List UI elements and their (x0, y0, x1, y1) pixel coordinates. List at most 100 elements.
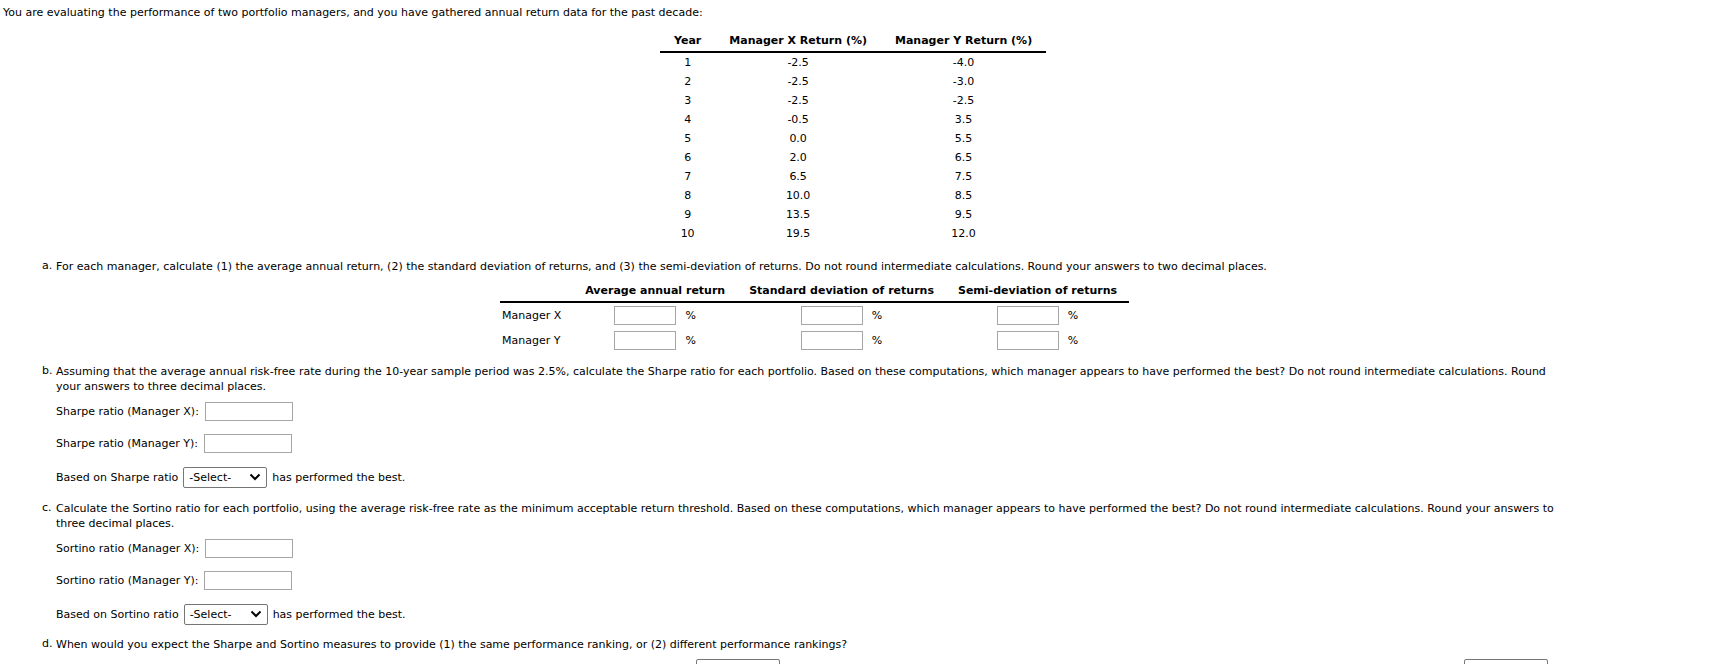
sharpe-x-row: Sharpe ratio (Manager X): (56, 401, 1725, 422)
sortino-y-row: Sortino ratio (Manager Y): (56, 570, 1725, 591)
manager-y-cell: 12.0 (881, 224, 1046, 243)
sharpe-x-input[interactable] (205, 402, 293, 421)
select-value: -Select- (190, 608, 232, 621)
manager-x-cell: -2.5 (715, 72, 881, 91)
manager-x-cell: 6.5 (715, 167, 881, 186)
semidev-y-cell: % (946, 328, 1129, 353)
part-d-text-line1: When would you expect the Sharpe and Sor… (56, 637, 1725, 652)
avg-return-x-cell: % (573, 302, 737, 328)
manager-x-cell: -2.5 (715, 91, 881, 110)
returns-table: Year Manager X Return (%) Manager Y Retu… (660, 32, 1046, 243)
table-row: Manager X % % % (500, 302, 1129, 328)
stats-header-semi-deviation: Semi-deviation of returns (946, 282, 1129, 302)
part-b-section: b. Assuming that the average annual risk… (42, 364, 1725, 488)
manager-y-cell: 7.5 (881, 167, 1046, 186)
returns-table-header-row: Year Manager X Return (%) Manager Y Retu… (660, 32, 1046, 52)
sortino-y-label: Sortino ratio (Manager Y): (56, 574, 198, 587)
manager-y-cell: 9.5 (881, 205, 1046, 224)
returns-header-manager-y: Manager Y Return (%) (881, 32, 1046, 52)
same-ranking-select[interactable]: -Select- (696, 659, 780, 664)
part-a-text: For each manager, calculate (1) the aver… (56, 259, 1725, 274)
manager-y-cell: -3.0 (881, 72, 1046, 91)
part-d-letter: d. (42, 637, 56, 664)
sharpe-based-suffix: has performed the best. (272, 471, 405, 484)
table-row: 3 -2.5 -2.5 (660, 91, 1046, 110)
manager-y-cell: -2.5 (881, 91, 1046, 110)
stats-table: Average annual return Standard deviation… (500, 282, 1129, 353)
manager-y-cell: 8.5 (881, 186, 1046, 205)
sortino-best-select[interactable]: -Select- (184, 604, 268, 625)
part-c-letter: c. (42, 501, 56, 625)
manager-y-cell: 5.5 (881, 129, 1046, 148)
sharpe-based-prefix: Based on Sharpe ratio (56, 471, 178, 484)
part-c-text-line2: three decimal places. (56, 516, 1725, 531)
sortino-x-label: Sortino ratio (Manager X): (56, 542, 199, 555)
table-row: Manager Y % % % (500, 328, 1129, 353)
table-row: 7 6.5 7.5 (660, 167, 1046, 186)
manager-y-cell: -4.0 (881, 52, 1046, 72)
sharpe-x-label: Sharpe ratio (Manager X): (56, 405, 199, 418)
manager-x-cell: 13.5 (715, 205, 881, 224)
part-b-text-line1: Assuming that the average annual risk-fr… (56, 364, 1725, 379)
year-cell: 7 (660, 167, 715, 186)
stddev-x-input[interactable] (801, 306, 863, 325)
part-a-section: a. For each manager, calculate (1) the a… (42, 259, 1725, 274)
sharpe-y-input[interactable] (204, 434, 292, 453)
table-row: 2 -2.5 -3.0 (660, 72, 1046, 91)
semidev-x-input[interactable] (997, 306, 1059, 325)
manager-x-cell: 19.5 (715, 224, 881, 243)
avg-return-x-input[interactable] (614, 306, 676, 325)
chevron-down-icon (250, 610, 262, 618)
year-cell: 4 (660, 110, 715, 129)
different-ranking-select[interactable]: -Select- (1464, 659, 1548, 664)
sortino-x-input[interactable] (205, 539, 293, 558)
year-cell: 1 (660, 52, 715, 72)
year-cell: 6 (660, 148, 715, 167)
intro-text: You are evaluating the performance of tw… (0, 0, 1725, 19)
manager-x-cell: 0.0 (715, 129, 881, 148)
year-cell: 2 (660, 72, 715, 91)
table-row: 1 -2.5 -4.0 (660, 52, 1046, 72)
manager-y-row-label: Manager Y (500, 328, 573, 353)
chevron-down-icon (249, 473, 261, 481)
part-b-text-line2: your answers to three decimal places. (56, 379, 1725, 394)
table-row: 6 2.0 6.5 (660, 148, 1046, 167)
stats-header-std-deviation: Standard deviation of returns (737, 282, 946, 302)
table-row: 5 0.0 5.5 (660, 129, 1046, 148)
manager-x-row-label: Manager X (500, 302, 573, 328)
percent-sign: % (872, 334, 882, 347)
part-d-section: d. When would you expect the Sharpe and … (42, 637, 1725, 664)
avg-return-y-input[interactable] (614, 331, 676, 350)
sortino-y-input[interactable] (204, 571, 292, 590)
select-value: -Select- (702, 658, 744, 664)
manager-y-cell: 6.5 (881, 148, 1046, 167)
percent-sign: % (685, 334, 695, 347)
semidev-x-cell: % (946, 302, 1129, 328)
table-row: 4 -0.5 3.5 (660, 110, 1046, 129)
percent-sign: % (872, 309, 882, 322)
manager-y-cell: 3.5 (881, 110, 1046, 129)
select-value: -Select- (189, 471, 231, 484)
sharpe-conclusion-row: Based on Sharpe ratio -Select- has perfo… (56, 466, 1725, 488)
returns-header-manager-x: Manager X Return (%) (715, 32, 881, 52)
year-cell: 3 (660, 91, 715, 110)
stddev-y-cell: % (737, 328, 946, 353)
sortino-based-suffix: has performed the best. (273, 608, 406, 621)
stats-header-blank (500, 282, 573, 302)
sortino-conclusion-row: Based on Sortino ratio -Select- has perf… (56, 603, 1725, 625)
part-b-letter: b. (42, 364, 56, 488)
stats-header-row: Average annual return Standard deviation… (500, 282, 1129, 302)
sharpe-y-row: Sharpe ratio (Manager Y): (56, 433, 1725, 454)
manager-x-cell: 10.0 (715, 186, 881, 205)
question-page: You are evaluating the performance of tw… (0, 0, 1725, 664)
table-row: 8 10.0 8.5 (660, 186, 1046, 205)
year-cell: 8 (660, 186, 715, 205)
select-value: -Select- (1470, 658, 1512, 664)
sortino-based-prefix: Based on Sortino ratio (56, 608, 179, 621)
stddev-y-input[interactable] (801, 331, 863, 350)
percent-sign: % (685, 309, 695, 322)
year-cell: 5 (660, 129, 715, 148)
sharpe-best-select[interactable]: -Select- (183, 467, 267, 488)
part-d-text-line2: The Sharpe and Sortino measures should p… (56, 658, 1725, 664)
semidev-y-input[interactable] (997, 331, 1059, 350)
